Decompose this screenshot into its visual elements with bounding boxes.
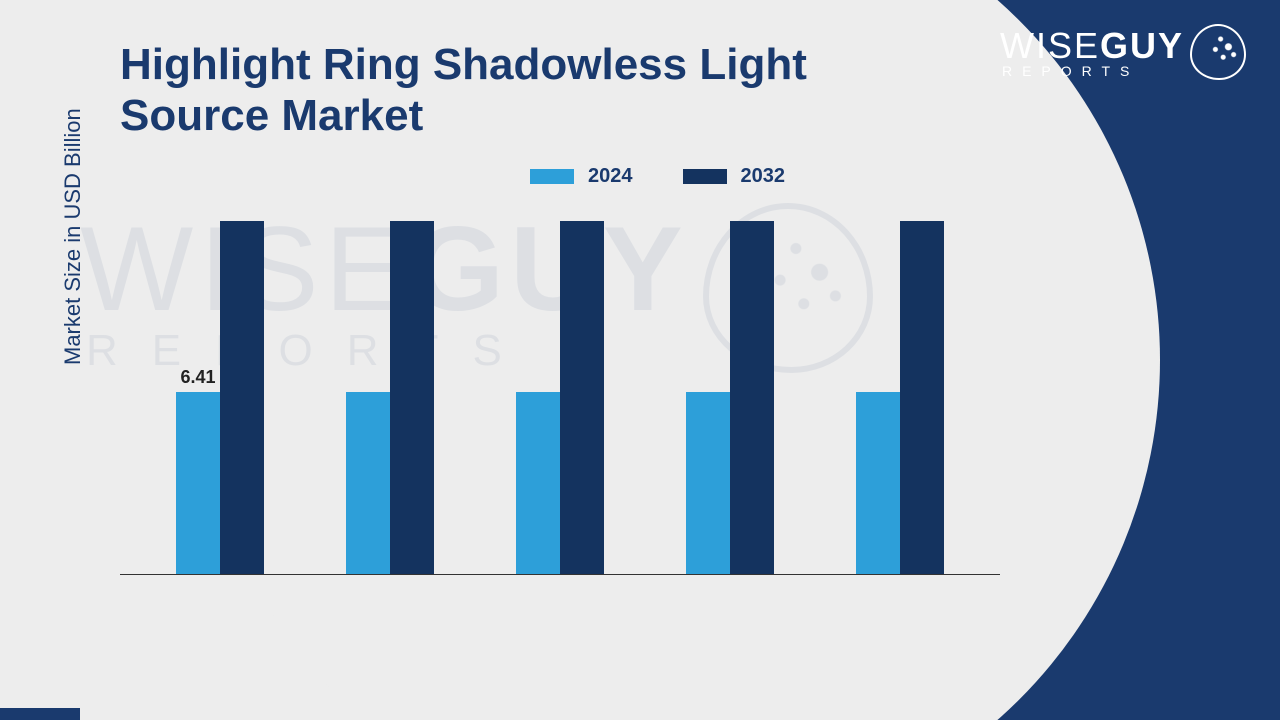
legend-label-2032: 2032 <box>741 165 786 188</box>
logo-main-a: WISE <box>1000 25 1100 66</box>
bar-value-label: 6.41 <box>168 367 228 388</box>
bar-2024 <box>856 392 900 574</box>
bar-2032 <box>390 221 434 574</box>
legend: 2024 2032 <box>530 165 785 188</box>
legend-swatch-2032 <box>683 169 727 184</box>
bar-2032 <box>220 221 264 574</box>
legend-label-2024: 2024 <box>588 165 633 188</box>
legend-item-2024: 2024 <box>530 165 633 188</box>
page-root: WISEGUY REPORTS Highlight Ring Shadowles… <box>0 0 1280 720</box>
y-axis-label: Market Size in USD Billion <box>60 108 86 365</box>
bar-2032 <box>900 221 944 574</box>
bar-2032 <box>560 221 604 574</box>
footer-accent <box>0 708 80 720</box>
bar-2024 <box>686 392 730 574</box>
brand-logo: WISEGUY REPORTS <box>986 24 1246 80</box>
logo-head-icon <box>1190 24 1246 80</box>
bar-2024 <box>176 392 220 574</box>
legend-swatch-2024 <box>530 169 574 184</box>
chart-title: Highlight Ring Shadowless Light Source M… <box>120 40 860 141</box>
bar-2024 <box>346 392 390 574</box>
bar-2024 <box>516 392 560 574</box>
logo-main-b: GUY <box>1100 25 1184 66</box>
legend-item-2032: 2032 <box>683 165 786 188</box>
plot-region: 6.41NORTHAMERICAEUROPESOUTHAMERICAASIAPA… <box>120 205 1000 575</box>
chart-area: 2024 2032 Market Size in USD Billion 6.4… <box>100 165 1000 645</box>
bar-2032 <box>730 221 774 574</box>
